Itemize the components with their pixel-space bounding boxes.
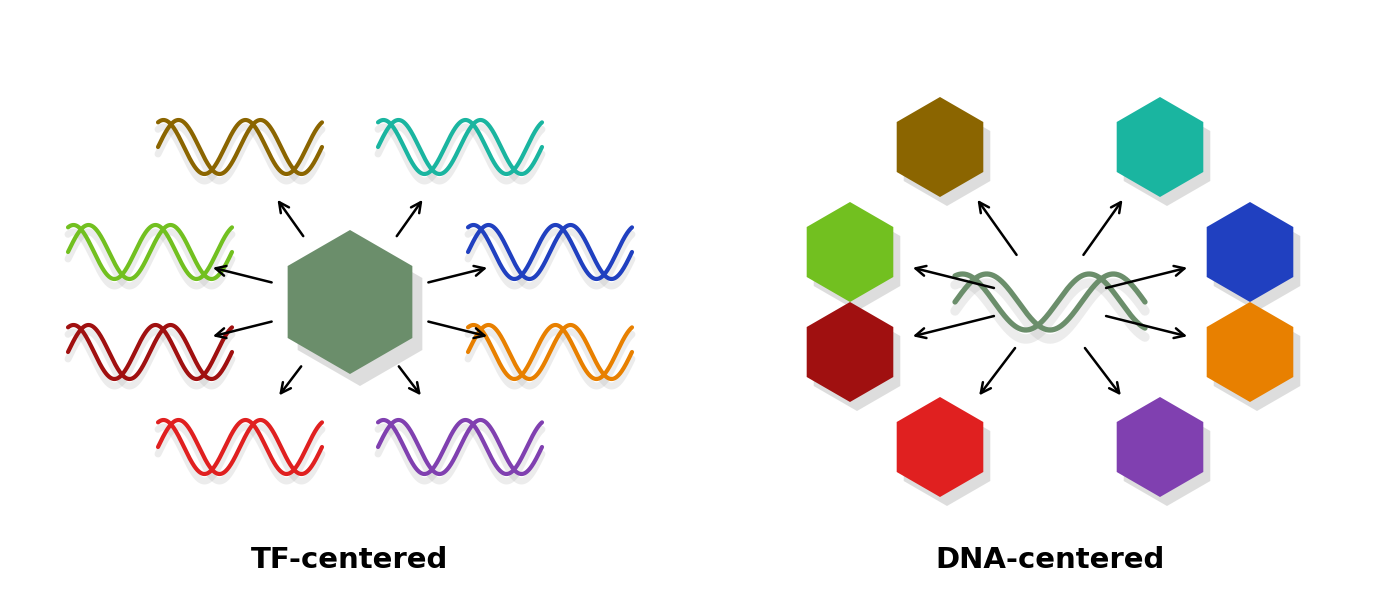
Text: DNA-centered: DNA-centered [935, 546, 1165, 574]
Polygon shape [1213, 211, 1300, 311]
Polygon shape [896, 397, 983, 497]
Polygon shape [807, 202, 893, 302]
Polygon shape [1117, 397, 1204, 497]
Polygon shape [814, 211, 900, 311]
Polygon shape [1124, 406, 1211, 506]
Polygon shape [814, 311, 900, 411]
Polygon shape [896, 97, 983, 197]
Polygon shape [298, 242, 422, 386]
Polygon shape [807, 302, 893, 402]
Polygon shape [1213, 311, 1300, 411]
Polygon shape [1124, 106, 1211, 206]
Polygon shape [1206, 202, 1293, 302]
Polygon shape [903, 106, 990, 206]
Polygon shape [903, 406, 990, 506]
Polygon shape [1206, 302, 1293, 402]
Polygon shape [288, 230, 412, 374]
Polygon shape [1117, 97, 1204, 197]
Text: TF-centered: TF-centered [252, 546, 449, 574]
